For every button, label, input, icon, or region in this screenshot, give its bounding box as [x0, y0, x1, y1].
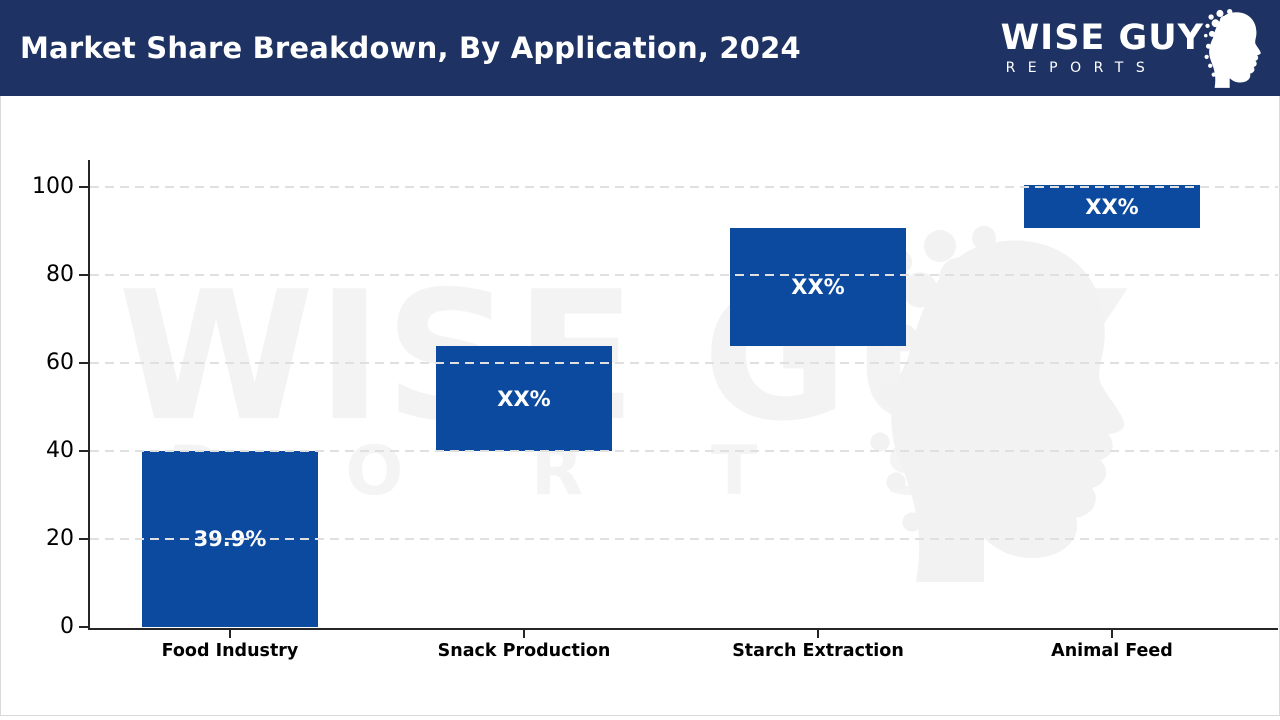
y-axis — [88, 160, 90, 630]
x-tick-mark — [523, 630, 525, 638]
left-border — [0, 96, 1, 716]
y-tick-label: 0 — [60, 614, 74, 639]
gridline — [90, 186, 1278, 188]
logo-wordmark: WISE GUY — [1000, 18, 1204, 58]
y-tick-label: 20 — [46, 526, 74, 551]
bar-value-label: XX% — [1085, 194, 1139, 219]
y-tick-mark — [79, 626, 88, 628]
x-axis — [88, 628, 1278, 630]
bar-animal-feed: XX% — [1024, 185, 1200, 229]
logo-text: WISE GUY REPORTS — [1000, 18, 1204, 76]
gridline — [90, 538, 1278, 540]
bottom-border — [0, 715, 1280, 716]
y-tick-label: 100 — [32, 174, 74, 199]
y-tick-mark — [79, 274, 88, 276]
bar-starch-extraction: XX% — [730, 228, 906, 346]
logo-subtitle: REPORTS — [1005, 60, 1158, 76]
logo-head-icon — [1204, 9, 1261, 88]
x-tick-label: Starch Extraction — [732, 641, 904, 661]
x-tick-mark — [817, 630, 819, 638]
y-tick-label: 80 — [46, 262, 74, 287]
y-tick-mark — [79, 362, 88, 364]
page-title: Market Share Breakdown, By Application, … — [20, 31, 801, 65]
x-tick-mark — [229, 630, 231, 638]
watermark-head-icon — [858, 222, 1158, 586]
x-tick-label: Food Industry — [161, 641, 299, 661]
gridline — [90, 274, 1278, 276]
y-tick-label: 60 — [46, 350, 74, 375]
y-tick-label: 40 — [46, 438, 74, 463]
header-bar: Market Share Breakdown, By Application, … — [0, 0, 1280, 96]
y-tick-mark — [79, 186, 88, 188]
gridline — [90, 362, 1278, 364]
bar-value-label: XX% — [791, 275, 845, 300]
gridline — [90, 450, 1278, 452]
y-tick-mark — [79, 538, 88, 540]
wise-guy-logo: WISE GUY REPORTS — [1001, 7, 1266, 89]
y-tick-mark — [79, 450, 88, 452]
bar-value-label: XX% — [497, 386, 551, 411]
x-tick-label: Animal Feed — [1051, 641, 1173, 661]
x-tick-label: Snack Production — [437, 641, 611, 661]
x-tick-mark — [1111, 630, 1113, 638]
